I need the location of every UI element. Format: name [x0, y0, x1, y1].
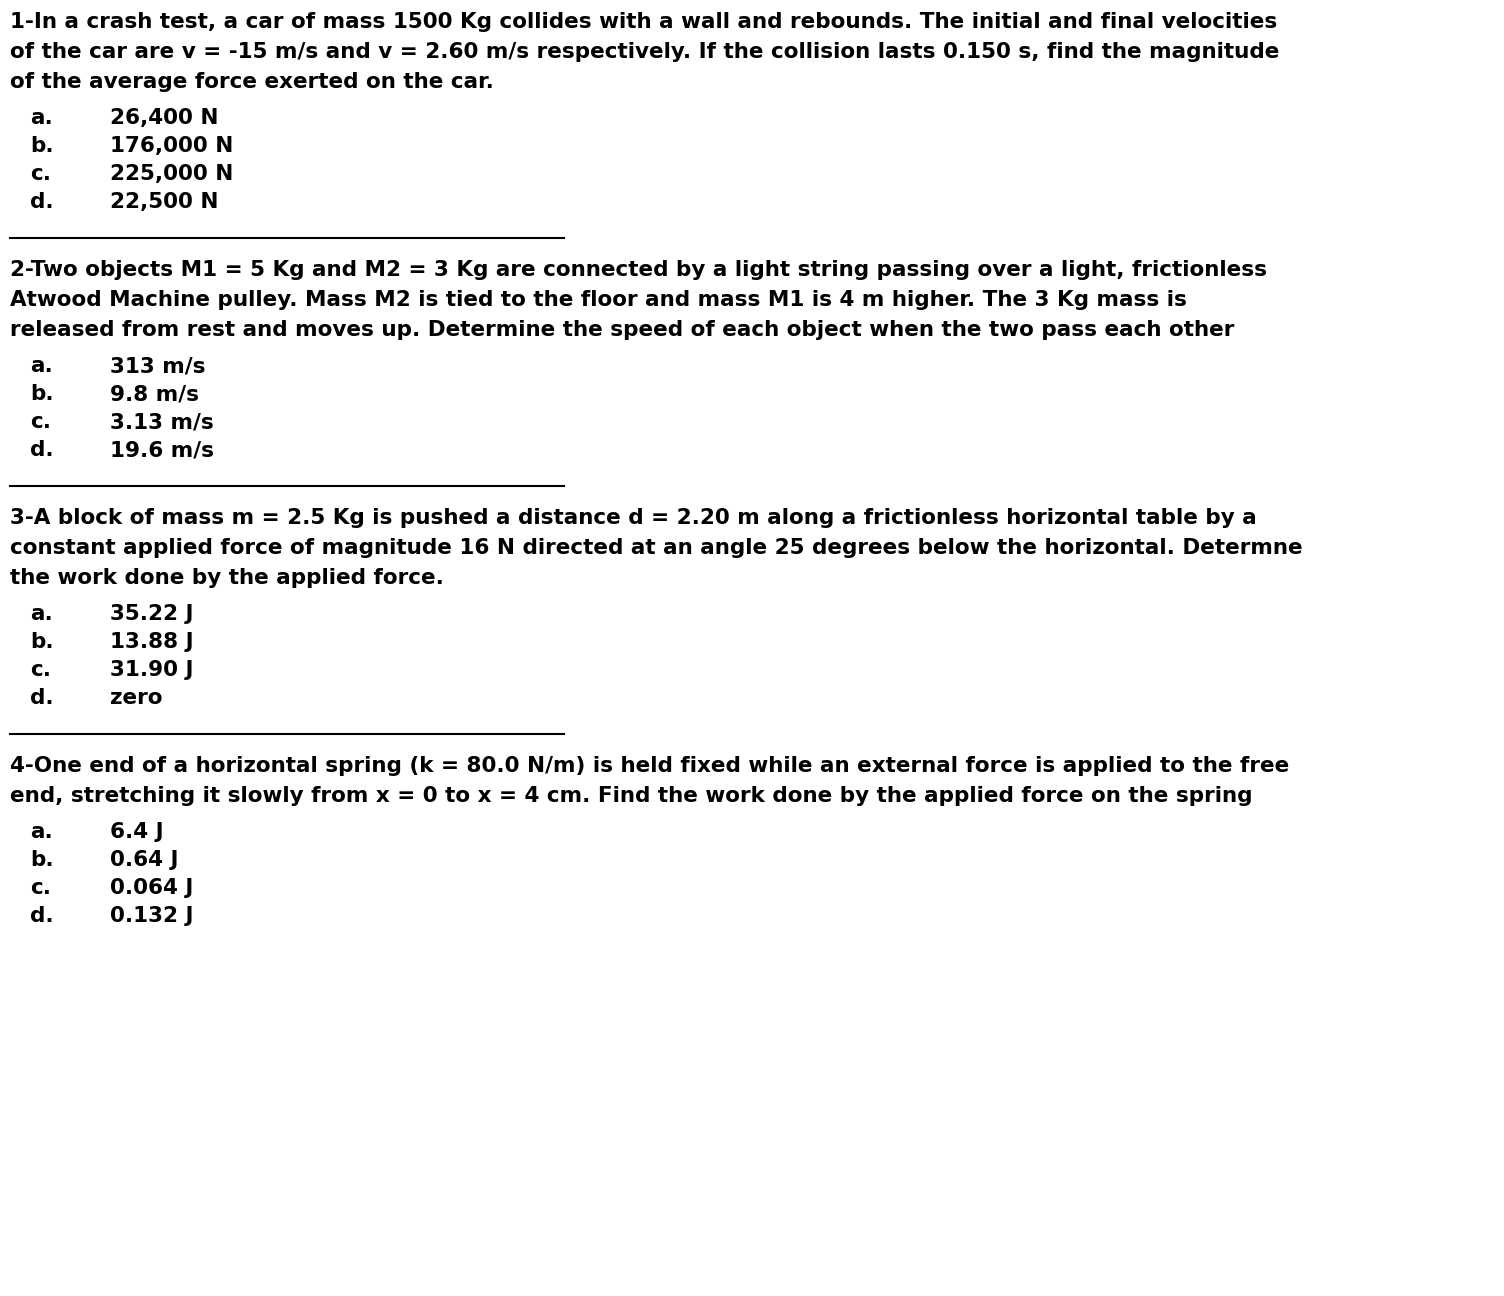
- Text: 35.22 J: 35.22 J: [110, 604, 194, 623]
- Text: b.: b.: [30, 850, 54, 870]
- Text: a.: a.: [30, 822, 53, 842]
- Text: 313 m/s: 313 m/s: [110, 356, 206, 376]
- Text: a.: a.: [30, 356, 53, 376]
- Text: 19.6 m/s: 19.6 m/s: [110, 441, 214, 460]
- Text: of the car are v = -15 m/s and v = 2.60 m/s respectively. If the collision lasts: of the car are v = -15 m/s and v = 2.60 …: [11, 41, 1280, 62]
- Text: 3-A block of mass m = 2.5 Kg is pushed a distance d = 2.20 m along a frictionles: 3-A block of mass m = 2.5 Kg is pushed a…: [11, 508, 1257, 527]
- Text: 0.132 J: 0.132 J: [110, 906, 194, 927]
- Text: b.: b.: [30, 384, 54, 404]
- Text: 4-One end of a horizontal spring (k = 80.0 N/m) is held fixed while an external : 4-One end of a horizontal spring (k = 80…: [11, 756, 1289, 776]
- Text: b.: b.: [30, 632, 54, 652]
- Text: c.: c.: [30, 877, 51, 898]
- Text: zero: zero: [110, 688, 162, 708]
- Text: 0.064 J: 0.064 J: [110, 877, 194, 898]
- Text: a.: a.: [30, 604, 53, 623]
- Text: c.: c.: [30, 660, 51, 680]
- Text: c.: c.: [30, 165, 51, 184]
- Text: 176,000 N: 176,000 N: [110, 136, 233, 156]
- Text: 0.64 J: 0.64 J: [110, 850, 179, 870]
- Text: d.: d.: [30, 441, 54, 460]
- Text: 2-Two objects M1 = 5 Kg and M2 = 3 Kg are connected by a light string passing ov: 2-Two objects M1 = 5 Kg and M2 = 3 Kg ar…: [11, 260, 1266, 280]
- Text: released from rest and moves up. Determine the speed of each object when the two: released from rest and moves up. Determi…: [11, 320, 1235, 340]
- Text: end, stretching it slowly from x = 0 to x = 4 cm. Find the work done by the appl: end, stretching it slowly from x = 0 to …: [11, 785, 1253, 806]
- Text: 26,400 N: 26,400 N: [110, 108, 218, 128]
- Text: 1-In a crash test, a car of mass 1500 Kg collides with a wall and rebounds. The : 1-In a crash test, a car of mass 1500 Kg…: [11, 12, 1277, 32]
- Text: 13.88 J: 13.88 J: [110, 632, 194, 652]
- Text: Atwood Machine pulley. Mass M2 is tied to the floor and mass M1 is 4 m higher. T: Atwood Machine pulley. Mass M2 is tied t…: [11, 290, 1187, 310]
- Text: c.: c.: [30, 412, 51, 432]
- Text: d.: d.: [30, 906, 54, 927]
- Text: 31.90 J: 31.90 J: [110, 660, 194, 680]
- Text: d.: d.: [30, 688, 54, 708]
- Text: 9.8 m/s: 9.8 m/s: [110, 384, 199, 404]
- Text: 6.4 J: 6.4 J: [110, 822, 164, 842]
- Text: constant applied force of magnitude 16 N directed at an angle 25 degrees below t: constant applied force of magnitude 16 N…: [11, 538, 1302, 559]
- Text: 3.13 m/s: 3.13 m/s: [110, 412, 214, 432]
- Text: the work done by the applied force.: the work done by the applied force.: [11, 568, 444, 588]
- Text: a.: a.: [30, 108, 53, 128]
- Text: 225,000 N: 225,000 N: [110, 165, 233, 184]
- Text: b.: b.: [30, 136, 54, 156]
- Text: d.: d.: [30, 192, 54, 213]
- Text: of the average force exerted on the car.: of the average force exerted on the car.: [11, 73, 493, 92]
- Text: 22,500 N: 22,500 N: [110, 192, 218, 213]
